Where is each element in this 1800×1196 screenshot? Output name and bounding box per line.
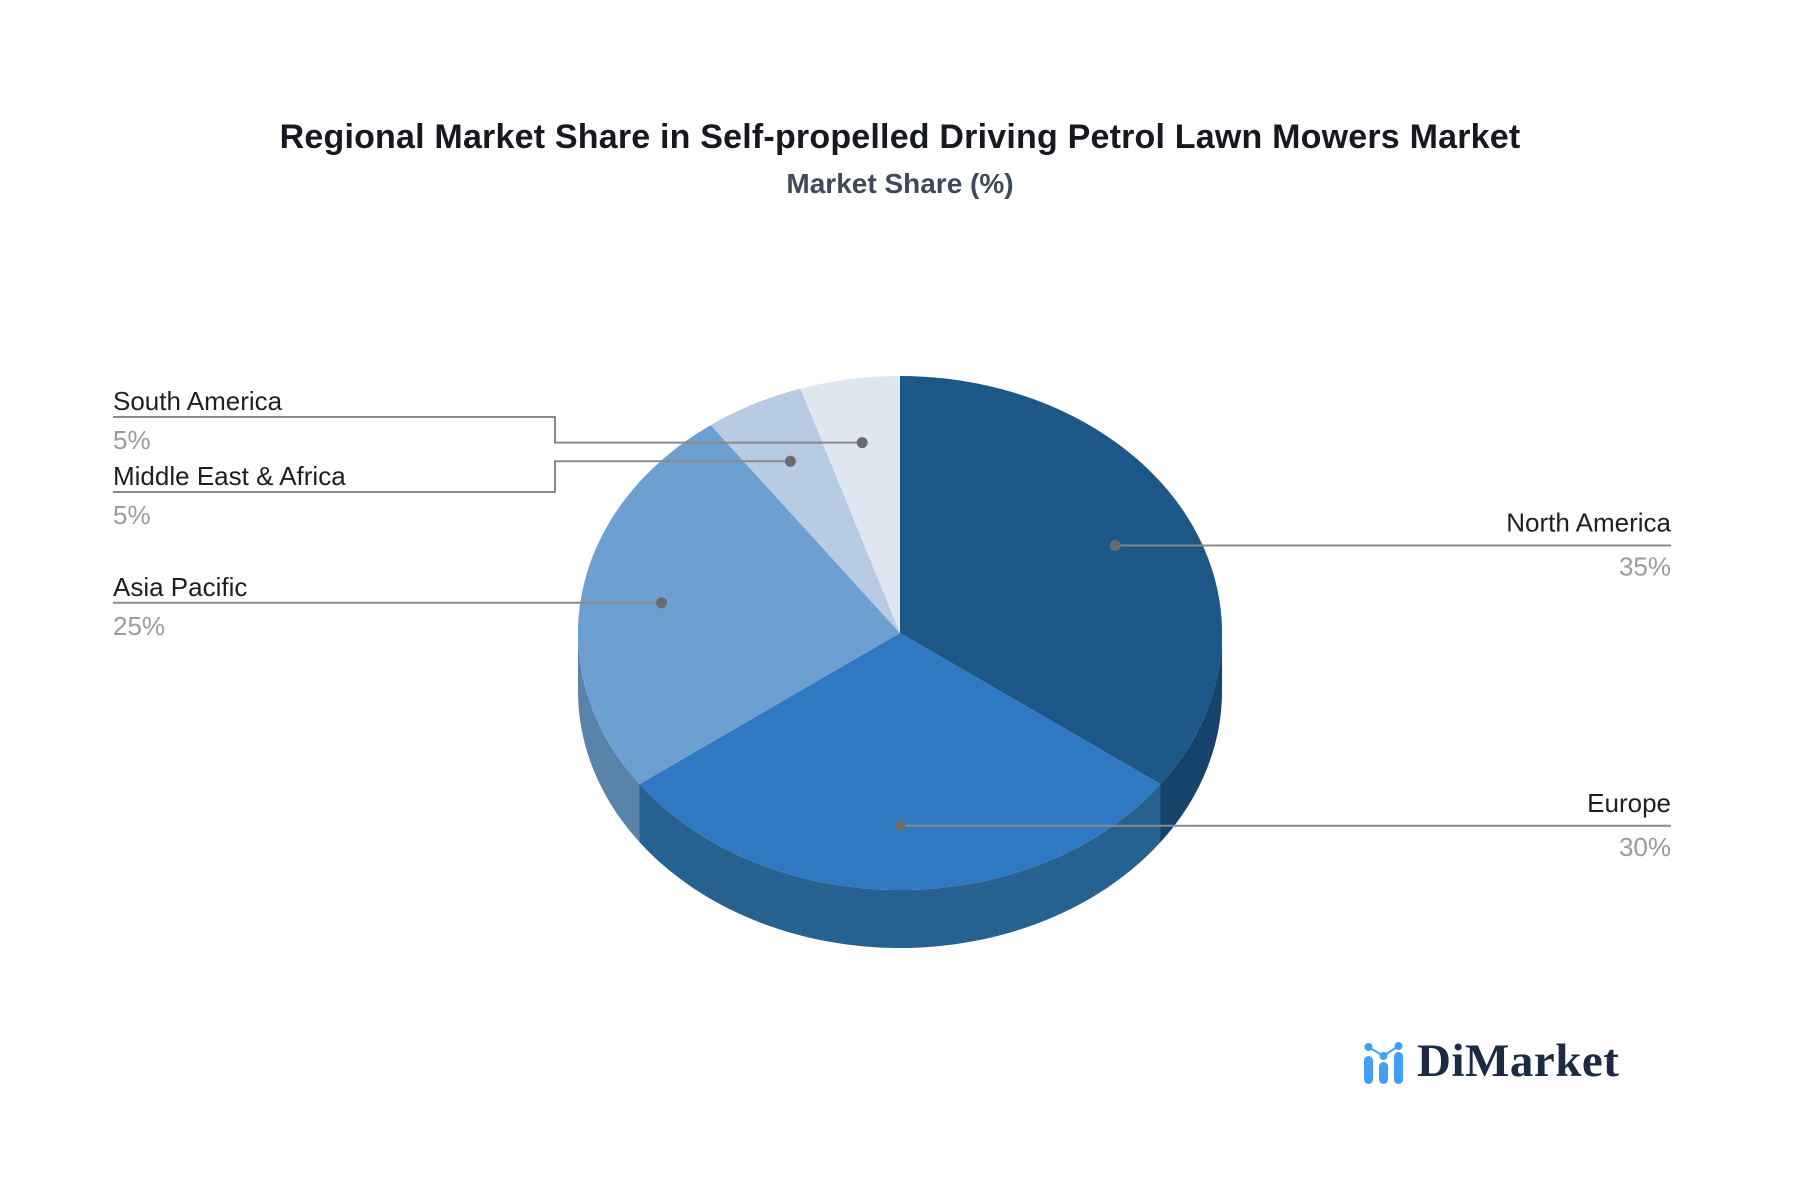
pie-slice-north-america[interactable] bbox=[900, 376, 1223, 785]
callout-dot bbox=[784, 455, 796, 467]
slice-label: Europe bbox=[1587, 788, 1671, 818]
pie-slice-side-europe bbox=[639, 784, 1161, 949]
logo-text: DiMarket bbox=[1417, 1035, 1620, 1087]
callout-dot bbox=[1109, 540, 1121, 551]
slice-label: North America bbox=[1506, 508, 1671, 538]
pie-slice-asia-pacific[interactable] bbox=[577, 425, 900, 785]
bar-chart-icon bbox=[1364, 1042, 1403, 1084]
callout-dot bbox=[856, 437, 868, 449]
chart-subtitle: Market Share (%) bbox=[786, 168, 1014, 199]
pie-slice-middle-east-africa[interactable] bbox=[710, 388, 900, 633]
pie-slice-side-north-america bbox=[1160, 633, 1222, 843]
callout-dot bbox=[656, 597, 667, 609]
slice-label: Asia Pacific bbox=[113, 572, 247, 602]
slice-percent: 35% bbox=[1619, 552, 1671, 582]
pie-slice-south-america[interactable] bbox=[800, 376, 901, 633]
callout-dot bbox=[894, 820, 906, 832]
slice-label: South America bbox=[113, 386, 283, 416]
slice-percent: 30% bbox=[1619, 832, 1671, 862]
callout-europe: Europe 30% bbox=[894, 788, 1671, 862]
callout-south-america: South America 5% bbox=[113, 386, 868, 455]
slice-percent: 25% bbox=[113, 611, 165, 641]
callout-asia-pacific: Asia Pacific 25% bbox=[113, 572, 667, 641]
callout-north-america: North America 35% bbox=[1109, 508, 1672, 582]
slice-percent: 5% bbox=[113, 425, 151, 455]
slice-percent: 5% bbox=[113, 500, 151, 530]
slice-label: Middle East & Africa bbox=[113, 461, 346, 491]
dimarket-logo: DiMarket bbox=[1362, 1038, 1619, 1085]
callout-middle-east-africa: Middle East & Africa 5% bbox=[113, 455, 796, 530]
chart-title: Regional Market Share in Self-propelled … bbox=[279, 118, 1521, 156]
pie-slice-side-asia-pacific bbox=[577, 633, 640, 843]
